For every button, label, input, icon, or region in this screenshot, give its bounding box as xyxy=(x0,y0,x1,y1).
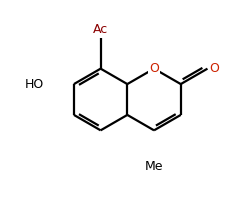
Text: Ac: Ac xyxy=(93,23,108,36)
Text: O: O xyxy=(209,62,219,75)
Text: Me: Me xyxy=(145,160,163,173)
Text: O: O xyxy=(149,62,159,75)
Text: HO: HO xyxy=(25,78,44,91)
